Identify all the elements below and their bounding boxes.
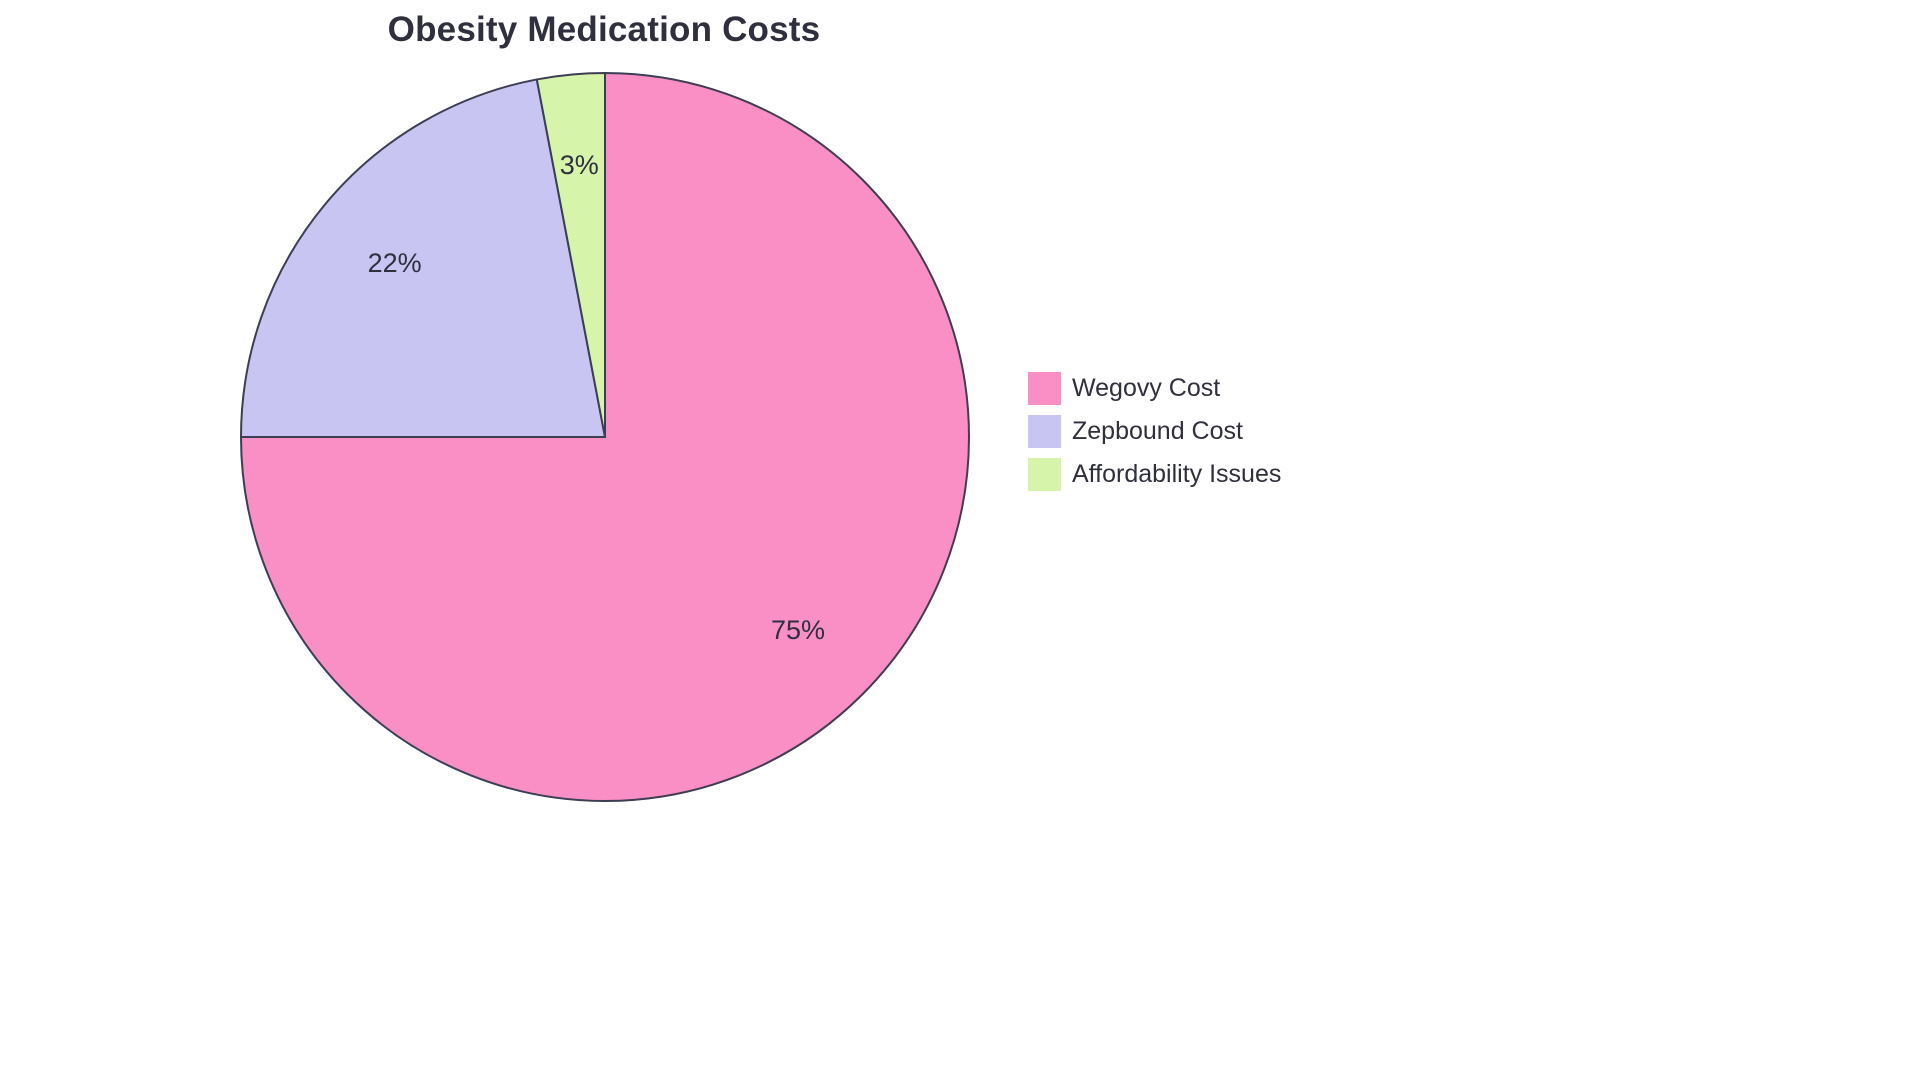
legend-label: Affordability Issues — [1072, 460, 1282, 488]
pie-slice-zepbound-cost — [240, 78, 606, 438]
chart-legend: Wegovy Cost Zepbound Cost Affordability Is… — [1028, 372, 1281, 491]
slice-percent-label: 75% — [771, 615, 825, 645]
legend-item-wegovy-cost: Wegovy Cost — [1028, 372, 1281, 405]
slice-percent-label: 3% — [560, 150, 599, 180]
slice-percent-label: 22% — [368, 248, 422, 278]
pie-slice-affordability-issues — [535, 72, 606, 438]
legend-item-zepbound-cost: Zepbound Cost — [1028, 415, 1281, 448]
legend-swatch — [1028, 415, 1061, 448]
legend-swatch — [1028, 458, 1061, 491]
chart-title: Obesity Medication Costs — [387, 10, 821, 49]
legend-label: Wegovy Cost — [1072, 374, 1221, 402]
legend-label: Zepbound Cost — [1072, 417, 1243, 445]
legend-swatch — [1028, 372, 1061, 405]
legend-item-affordability-issues: Affordability Issues — [1028, 458, 1281, 491]
